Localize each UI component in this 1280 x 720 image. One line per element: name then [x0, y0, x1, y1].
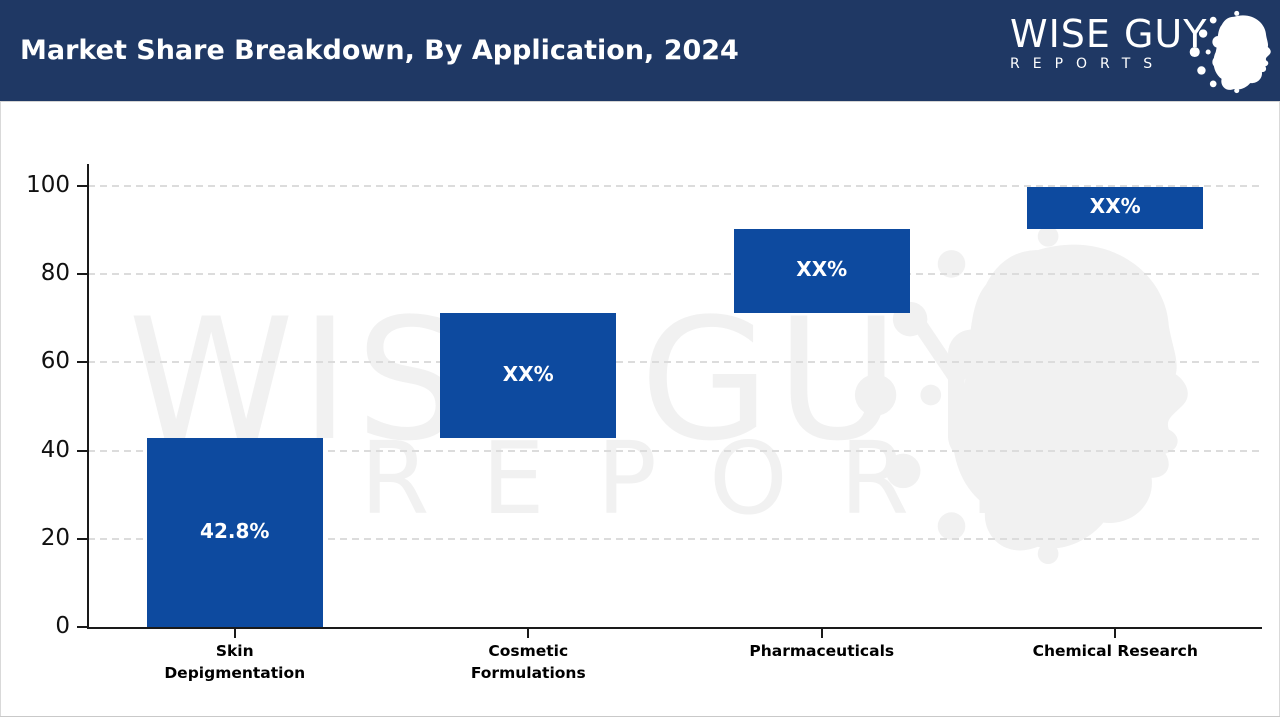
bar-value-label: XX% [796, 257, 848, 282]
x-category-label: Cosmetic Formulations [398, 640, 658, 685]
wiseguy-logo: WISE GUY REPORTS [1010, 8, 1271, 94]
y-tick [77, 185, 87, 187]
x-tick [527, 629, 530, 638]
bar-value-label: 42.8% [200, 518, 270, 543]
gridline [88, 537, 1260, 540]
x-category-label: Pharmaceuticals [692, 640, 952, 662]
header-divider [0, 101, 1280, 102]
x-axis-line [87, 627, 1262, 629]
y-tick [77, 273, 87, 276]
y-tick [77, 626, 87, 628]
header-band [0, 0, 1280, 101]
gridline [88, 449, 1260, 452]
logo-reports-text: REPORTS [1010, 55, 1166, 72]
card-border-bottom [0, 716, 1280, 717]
y-tick-label: 20 [40, 524, 70, 551]
gridline [88, 361, 1260, 364]
x-category-label-line: Depigmentation [164, 664, 306, 683]
y-tick [77, 537, 87, 540]
bar-segment [440, 313, 617, 439]
x-tick [1114, 629, 1117, 638]
y-axis-line [87, 164, 89, 629]
logo-brand-text: WISE GUY [1010, 12, 1208, 56]
x-category-label-line: Chemical Research [1032, 642, 1198, 660]
bar-segment [733, 229, 910, 313]
gridline [88, 273, 1260, 276]
card-border-left [0, 102, 1, 717]
y-tick-label: 40 [40, 436, 70, 463]
wiseguy-head-icon [1189, 10, 1271, 94]
bar-segment [1027, 186, 1204, 230]
y-tick-label: 100 [26, 172, 70, 198]
x-category-label-line: Pharmaceuticals [749, 642, 895, 660]
bar-segment [146, 438, 323, 627]
x-category-label-line: Formulations [470, 664, 586, 683]
x-category-label: Chemical Research [985, 640, 1245, 662]
x-tick [820, 629, 823, 638]
y-tick-label: 0 [55, 613, 70, 639]
x-tick [233, 629, 236, 638]
y-tick-label: 60 [40, 348, 70, 375]
gridline [88, 185, 1260, 187]
x-category-label: Skin Depigmentation [105, 640, 365, 685]
x-category-label-line: Cosmetic [488, 642, 569, 660]
y-tick [77, 361, 87, 364]
page-title: Market Share Breakdown, By Application, … [20, 35, 739, 66]
bar-value-label: XX% [502, 361, 554, 386]
bar-value-label: XX% [1089, 194, 1141, 219]
y-tick [77, 449, 87, 452]
y-tick-label: 80 [40, 260, 70, 287]
x-category-label-line: Skin [215, 642, 254, 660]
